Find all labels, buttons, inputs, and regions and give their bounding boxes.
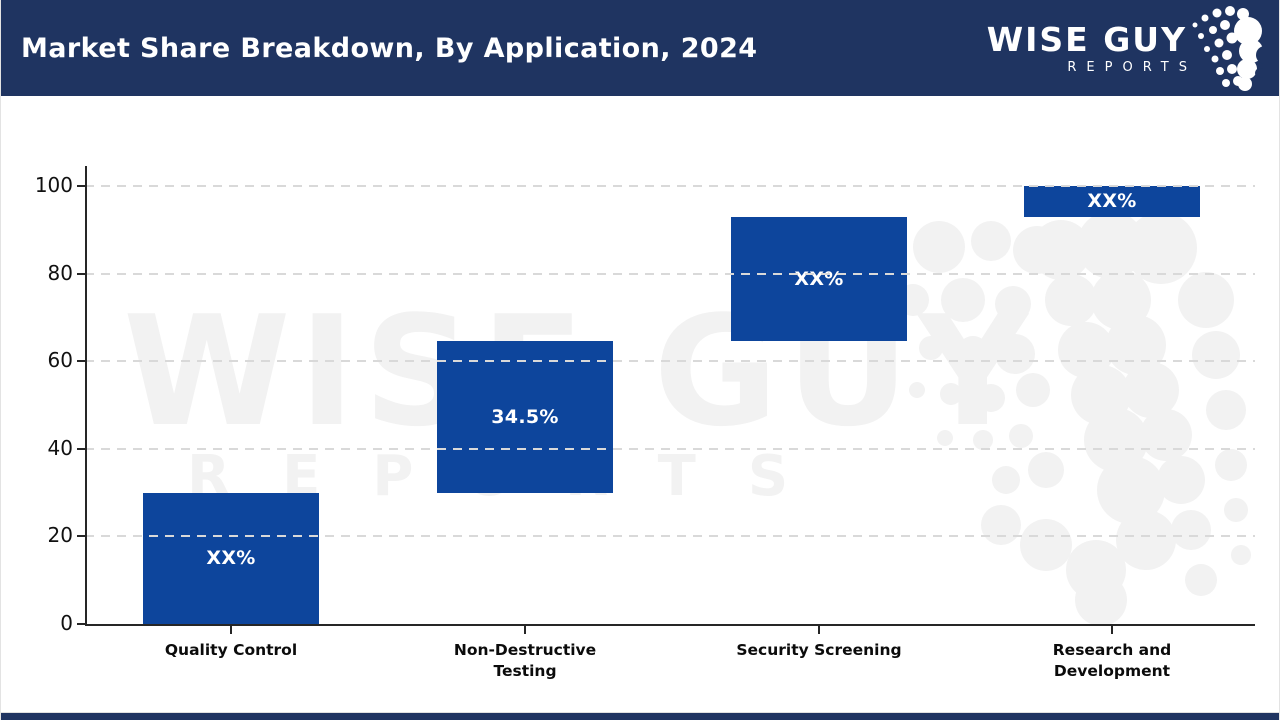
brand-head-icon [1192,6,1263,91]
watermark-dot [1020,519,1072,571]
x-category-label: Security Screening [687,640,951,661]
y-tick-label: 0 [60,611,73,635]
bar-segment: XX% [143,492,319,624]
watermark-dot [1157,456,1205,504]
watermark-dot [1140,409,1192,461]
watermark-dot [909,382,925,398]
x-tick-mark [818,626,820,634]
watermark-dot [1231,545,1251,565]
x-category-line: Non-Destructive [453,641,597,659]
y-tick-label: 20 [47,523,73,548]
x-category-line: Research and [1052,641,1172,659]
y-tick-label: 40 [47,435,73,460]
watermark-dot [1075,574,1127,626]
brand-subtitle: REPORTS [1067,59,1197,75]
y-tick-label: 60 [47,348,73,373]
watermark-dot [1171,510,1211,550]
watermark-dot [977,384,1005,412]
watermark-dot [995,334,1035,374]
watermark-dot [971,221,1011,261]
watermark-dot [1192,331,1240,379]
watermark-dot [1123,362,1179,418]
x-category-label: Research and Development [980,640,1244,682]
gridline [85,272,1255,275]
watermark-dot [1116,510,1176,570]
footer-bar [1,713,1279,720]
x-category-label: Quality Control [99,640,363,661]
y-axis-line [85,166,87,626]
app-header: Market Share Breakdown, By Application, … [1,0,1279,96]
x-category-line: Development [1053,662,1171,680]
x-axis-line [85,624,1255,626]
watermark-dot [941,278,985,322]
watermark-dot [940,383,962,405]
x-category-label: Non-Destructive Testing [393,640,657,682]
watermark-dot [937,430,953,446]
y-tick-mark [77,360,85,363]
watermark-dot [1016,373,1050,407]
bar-segment: 34.5% [437,341,613,493]
watermark-dot [1215,449,1247,481]
gridline [85,447,1255,450]
y-tick-mark [77,623,85,625]
y-tick-mark [77,535,85,538]
gridline [85,185,1255,187]
watermark-dot [957,336,989,368]
bar-value-label: XX% [1087,190,1137,213]
x-tick-mark [230,626,232,634]
gridline [85,360,1255,363]
y-tick-mark [77,185,85,187]
watermark-dot [973,430,993,450]
gridline [85,535,1255,538]
footer-divider [1,712,1279,713]
brand-logo-text: WISE GUY REPORTS [987,23,1187,74]
watermark-dot [913,221,965,273]
watermark-dot [919,336,943,360]
brand-name: WISE GUY [986,19,1187,59]
watermark-dot [1028,452,1064,488]
page-title: Market Share Breakdown, By Application, … [21,32,758,64]
brand-logo: WISE GUY REPORTS [987,5,1279,91]
watermark-dot [995,286,1031,322]
watermark-dot [981,505,1021,545]
x-category-line: Security Screening [736,641,902,659]
watermark-dot [1178,272,1234,328]
watermark-dot [992,466,1020,494]
bar-value-label: XX% [794,268,844,291]
watermark-dot [1125,212,1197,284]
bar-segment: XX% [1024,186,1200,217]
y-tick-label: 80 [47,260,73,285]
watermark-dot [1009,424,1033,448]
x-category-line: Quality Control [164,641,298,659]
x-tick-mark [524,626,526,634]
x-category-line: Testing [493,662,557,680]
watermark-dot [1206,390,1246,430]
y-tick-mark [77,447,85,450]
x-tick-mark [1111,626,1113,634]
y-tick-label: 100 [34,173,73,197]
watermark-dot [1185,564,1217,596]
bar-segment: XX% [731,216,907,342]
bar-value-label: XX% [206,547,256,570]
y-tick-mark [77,272,85,275]
watermark-dot [1045,274,1097,326]
watermark-dot [1224,498,1248,522]
bar-value-label: 34.5% [491,406,559,429]
